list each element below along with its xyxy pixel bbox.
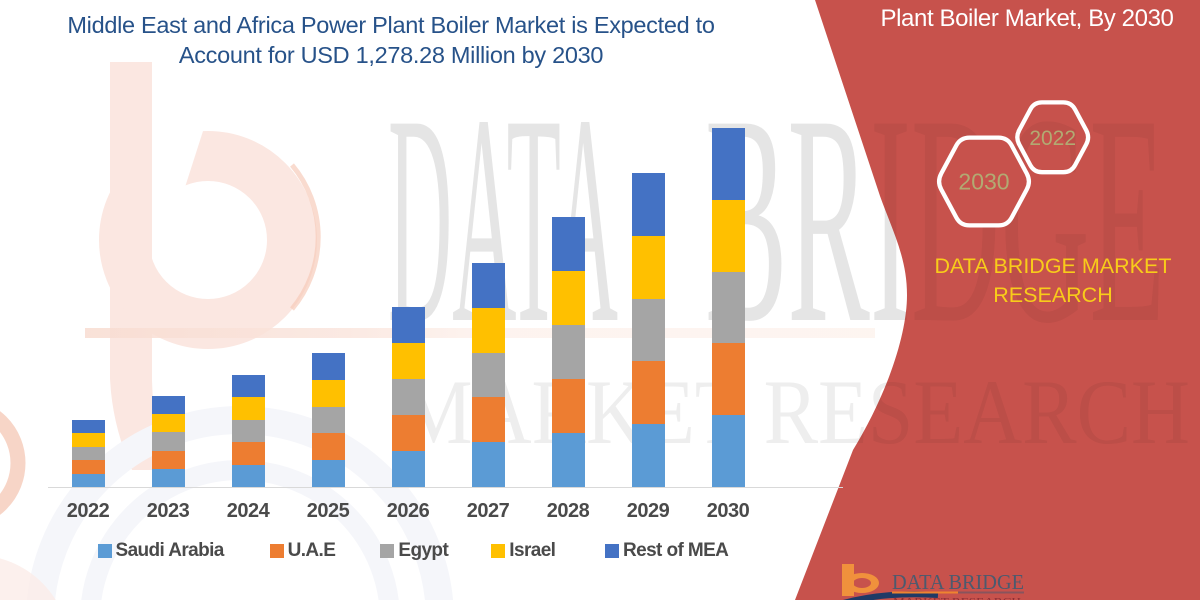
svg-text:DATA BRIDGE: DATA BRIDGE <box>892 570 1024 594</box>
svg-text:MARKET RESEARCH: MARKET RESEARCH <box>893 597 1021 600</box>
svg-text:2030: 2030 <box>958 169 1009 195</box>
svg-text:2022: 2022 <box>1029 127 1076 150</box>
